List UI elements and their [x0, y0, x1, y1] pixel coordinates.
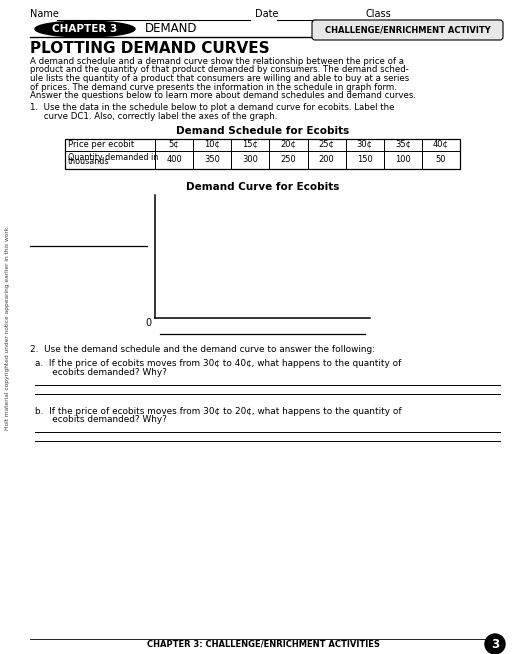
Text: ule lists the quantity of a product that consumers are willing and able to buy a: ule lists the quantity of a product that…: [30, 74, 409, 83]
Text: of prices. The demand curve presents the information in the schedule in graph fo: of prices. The demand curve presents the…: [30, 82, 397, 92]
Circle shape: [485, 634, 505, 654]
Text: 2.  Use the demand schedule and the demand curve to answer the following:: 2. Use the demand schedule and the deman…: [30, 345, 375, 354]
Text: 25¢: 25¢: [319, 140, 335, 149]
Ellipse shape: [35, 21, 135, 37]
Text: 20¢: 20¢: [280, 140, 296, 149]
Text: 3: 3: [491, 638, 499, 651]
Text: 0: 0: [145, 318, 151, 328]
Text: Price per ecobit: Price per ecobit: [68, 140, 134, 149]
Text: Demand Curve for Ecobits: Demand Curve for Ecobits: [186, 182, 340, 192]
Text: Name: Name: [30, 9, 59, 19]
Text: curve DC1. Also, correctly label the axes of the graph.: curve DC1. Also, correctly label the axe…: [30, 112, 277, 121]
Text: 5¢: 5¢: [169, 140, 179, 149]
Text: 40¢: 40¢: [433, 140, 449, 149]
Text: product and the quantity of that product demanded by consumers. The demand sched: product and the quantity of that product…: [30, 65, 409, 75]
Text: b.  If the price of ecobits moves from 30¢ to 20¢, what happens to the quantity : b. If the price of ecobits moves from 30…: [35, 407, 402, 415]
Text: Date: Date: [255, 9, 278, 19]
Text: Demand Schedule for Ecobits: Demand Schedule for Ecobits: [176, 126, 350, 137]
Text: Class: Class: [365, 9, 391, 19]
Text: Answer the questions below to learn more about demand schedules and demand curve: Answer the questions below to learn more…: [30, 91, 416, 100]
Text: 150: 150: [357, 155, 372, 164]
Text: 350: 350: [204, 155, 220, 164]
Text: Quantity demanded in: Quantity demanded in: [68, 152, 158, 162]
Text: 50: 50: [436, 155, 446, 164]
Text: A demand schedule and a demand curve show the relationship between the price of : A demand schedule and a demand curve sho…: [30, 57, 404, 66]
Text: ecobits demanded? Why?: ecobits demanded? Why?: [35, 415, 167, 424]
Bar: [65, 139, 460, 169]
Text: CHAPTER 3: CHAPTER 3: [53, 24, 118, 34]
Text: 100: 100: [395, 155, 411, 164]
FancyBboxPatch shape: [312, 20, 503, 40]
Text: thousands: thousands: [68, 158, 109, 167]
Text: CHALLENGE/ENRICHMENT ACTIVITY: CHALLENGE/ENRICHMENT ACTIVITY: [325, 26, 490, 35]
Text: 250: 250: [280, 155, 296, 164]
Text: 300: 300: [242, 155, 258, 164]
Text: 35¢: 35¢: [395, 140, 411, 149]
Text: Holt material copyrighted under notice appearing earlier in this work.: Holt material copyrighted under notice a…: [5, 224, 11, 430]
Text: 15¢: 15¢: [242, 140, 258, 149]
Text: PLOTTING DEMAND CURVES: PLOTTING DEMAND CURVES: [30, 41, 270, 56]
Text: CHAPTER 3: CHALLENGE/ENRICHMENT ACTIVITIES: CHAPTER 3: CHALLENGE/ENRICHMENT ACTIVITI…: [147, 640, 379, 649]
Text: 1.  Use the data in the schedule below to plot a demand curve for ecobits. Label: 1. Use the data in the schedule below to…: [30, 103, 394, 112]
Text: 10¢: 10¢: [204, 140, 220, 149]
Text: 200: 200: [319, 155, 335, 164]
Text: 400: 400: [166, 155, 182, 164]
Text: 30¢: 30¢: [357, 140, 373, 149]
Text: a.  If the price of ecobits moves from 30¢ to 40¢, what happens to the quantity : a. If the price of ecobits moves from 30…: [35, 360, 401, 368]
Text: ecobits demanded? Why?: ecobits demanded? Why?: [35, 368, 167, 377]
Text: DEMAND: DEMAND: [145, 22, 197, 35]
